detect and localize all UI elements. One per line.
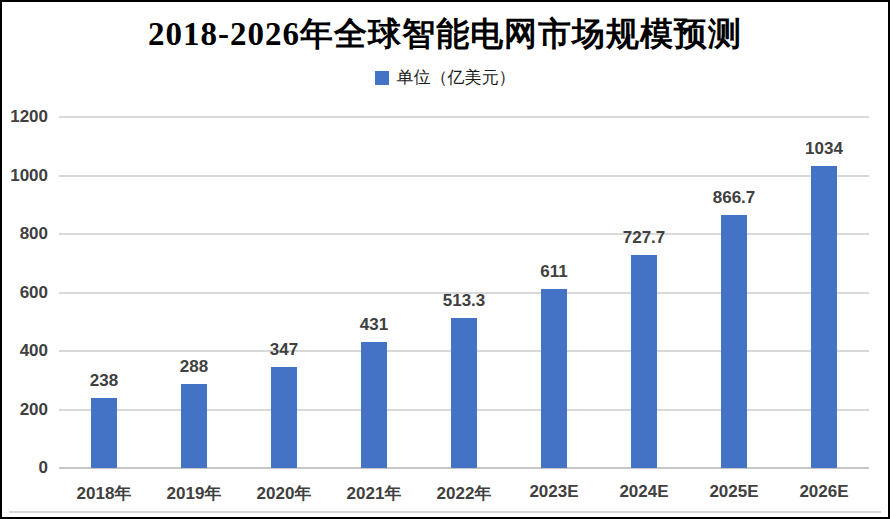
- bar-value-label: 1034: [805, 139, 843, 159]
- bar-slot: 611: [509, 262, 599, 468]
- bars-row: 238 288 347 431 513.3 611 727.7 866.7 1034: [59, 117, 869, 468]
- bar: [361, 342, 387, 468]
- x-axis: 2018年2019年2020年2021年2022年2023E2024E2025E…: [59, 482, 869, 505]
- chart-title: 2018-2026年全球智能电网市场规模预测: [2, 12, 888, 57]
- y-tick-label: 400: [2, 341, 48, 361]
- x-tick-label: 2026E: [779, 482, 869, 505]
- y-tick-label: 800: [2, 224, 48, 244]
- bar: [631, 255, 657, 468]
- bar-slot: 288: [149, 357, 239, 468]
- bar-value-label: 431: [360, 315, 388, 335]
- bar-value-label: 238: [90, 371, 118, 391]
- smart-grid-forecast-chart: 2018-2026年全球智能电网市场规模预测 单位（亿美元） 0 200 400 60…: [0, 0, 890, 519]
- bar-slot: 238: [59, 371, 149, 468]
- legend-marker-icon: [375, 71, 389, 85]
- bar-value-label: 288: [180, 357, 208, 377]
- bar-value-label: 866.7: [713, 188, 756, 208]
- bar-slot: 1034: [779, 139, 869, 468]
- x-tick-label: 2018年: [59, 482, 149, 505]
- bar: [181, 384, 207, 468]
- bar-slot: 727.7: [599, 228, 689, 468]
- bar-slot: 347: [239, 340, 329, 468]
- bar: [91, 398, 117, 468]
- y-tick-label: 200: [2, 400, 48, 420]
- x-tick-label: 2024E: [599, 482, 689, 505]
- bar: [271, 367, 297, 468]
- x-tick-label: 2021年: [329, 482, 419, 505]
- y-tick-label: 0: [2, 458, 48, 478]
- bar-value-label: 513.3: [443, 291, 486, 311]
- y-axis: 020040060080010001200: [2, 117, 48, 468]
- bar: [451, 318, 477, 468]
- x-tick-label: 2019年: [149, 482, 239, 505]
- bar: [811, 166, 837, 468]
- plot-area: 238 288 347 431 513.3 611 727.7 866.7 1034: [59, 117, 869, 468]
- bar-slot: 513.3: [419, 291, 509, 468]
- legend-label: 单位（亿美元）: [397, 66, 516, 89]
- y-tick-label: 1000: [2, 166, 48, 186]
- bar-value-label: 347: [270, 340, 298, 360]
- x-tick-label: 2020年: [239, 482, 329, 505]
- y-tick-label: 1200: [2, 107, 48, 127]
- chart-bottom-border: [9, 511, 881, 513]
- bar: [721, 215, 747, 469]
- bar-value-label: 727.7: [623, 228, 666, 248]
- bar-value-label: 611: [540, 262, 567, 282]
- bar-slot: 866.7: [689, 188, 779, 469]
- x-tick-label: 2022年: [419, 482, 509, 505]
- x-tick-label: 2023E: [509, 482, 599, 505]
- bar-slot: 431: [329, 315, 419, 468]
- bar: [541, 289, 567, 468]
- x-tick-label: 2025E: [689, 482, 779, 505]
- y-tick-label: 600: [2, 283, 48, 303]
- legend: 单位（亿美元）: [2, 66, 888, 89]
